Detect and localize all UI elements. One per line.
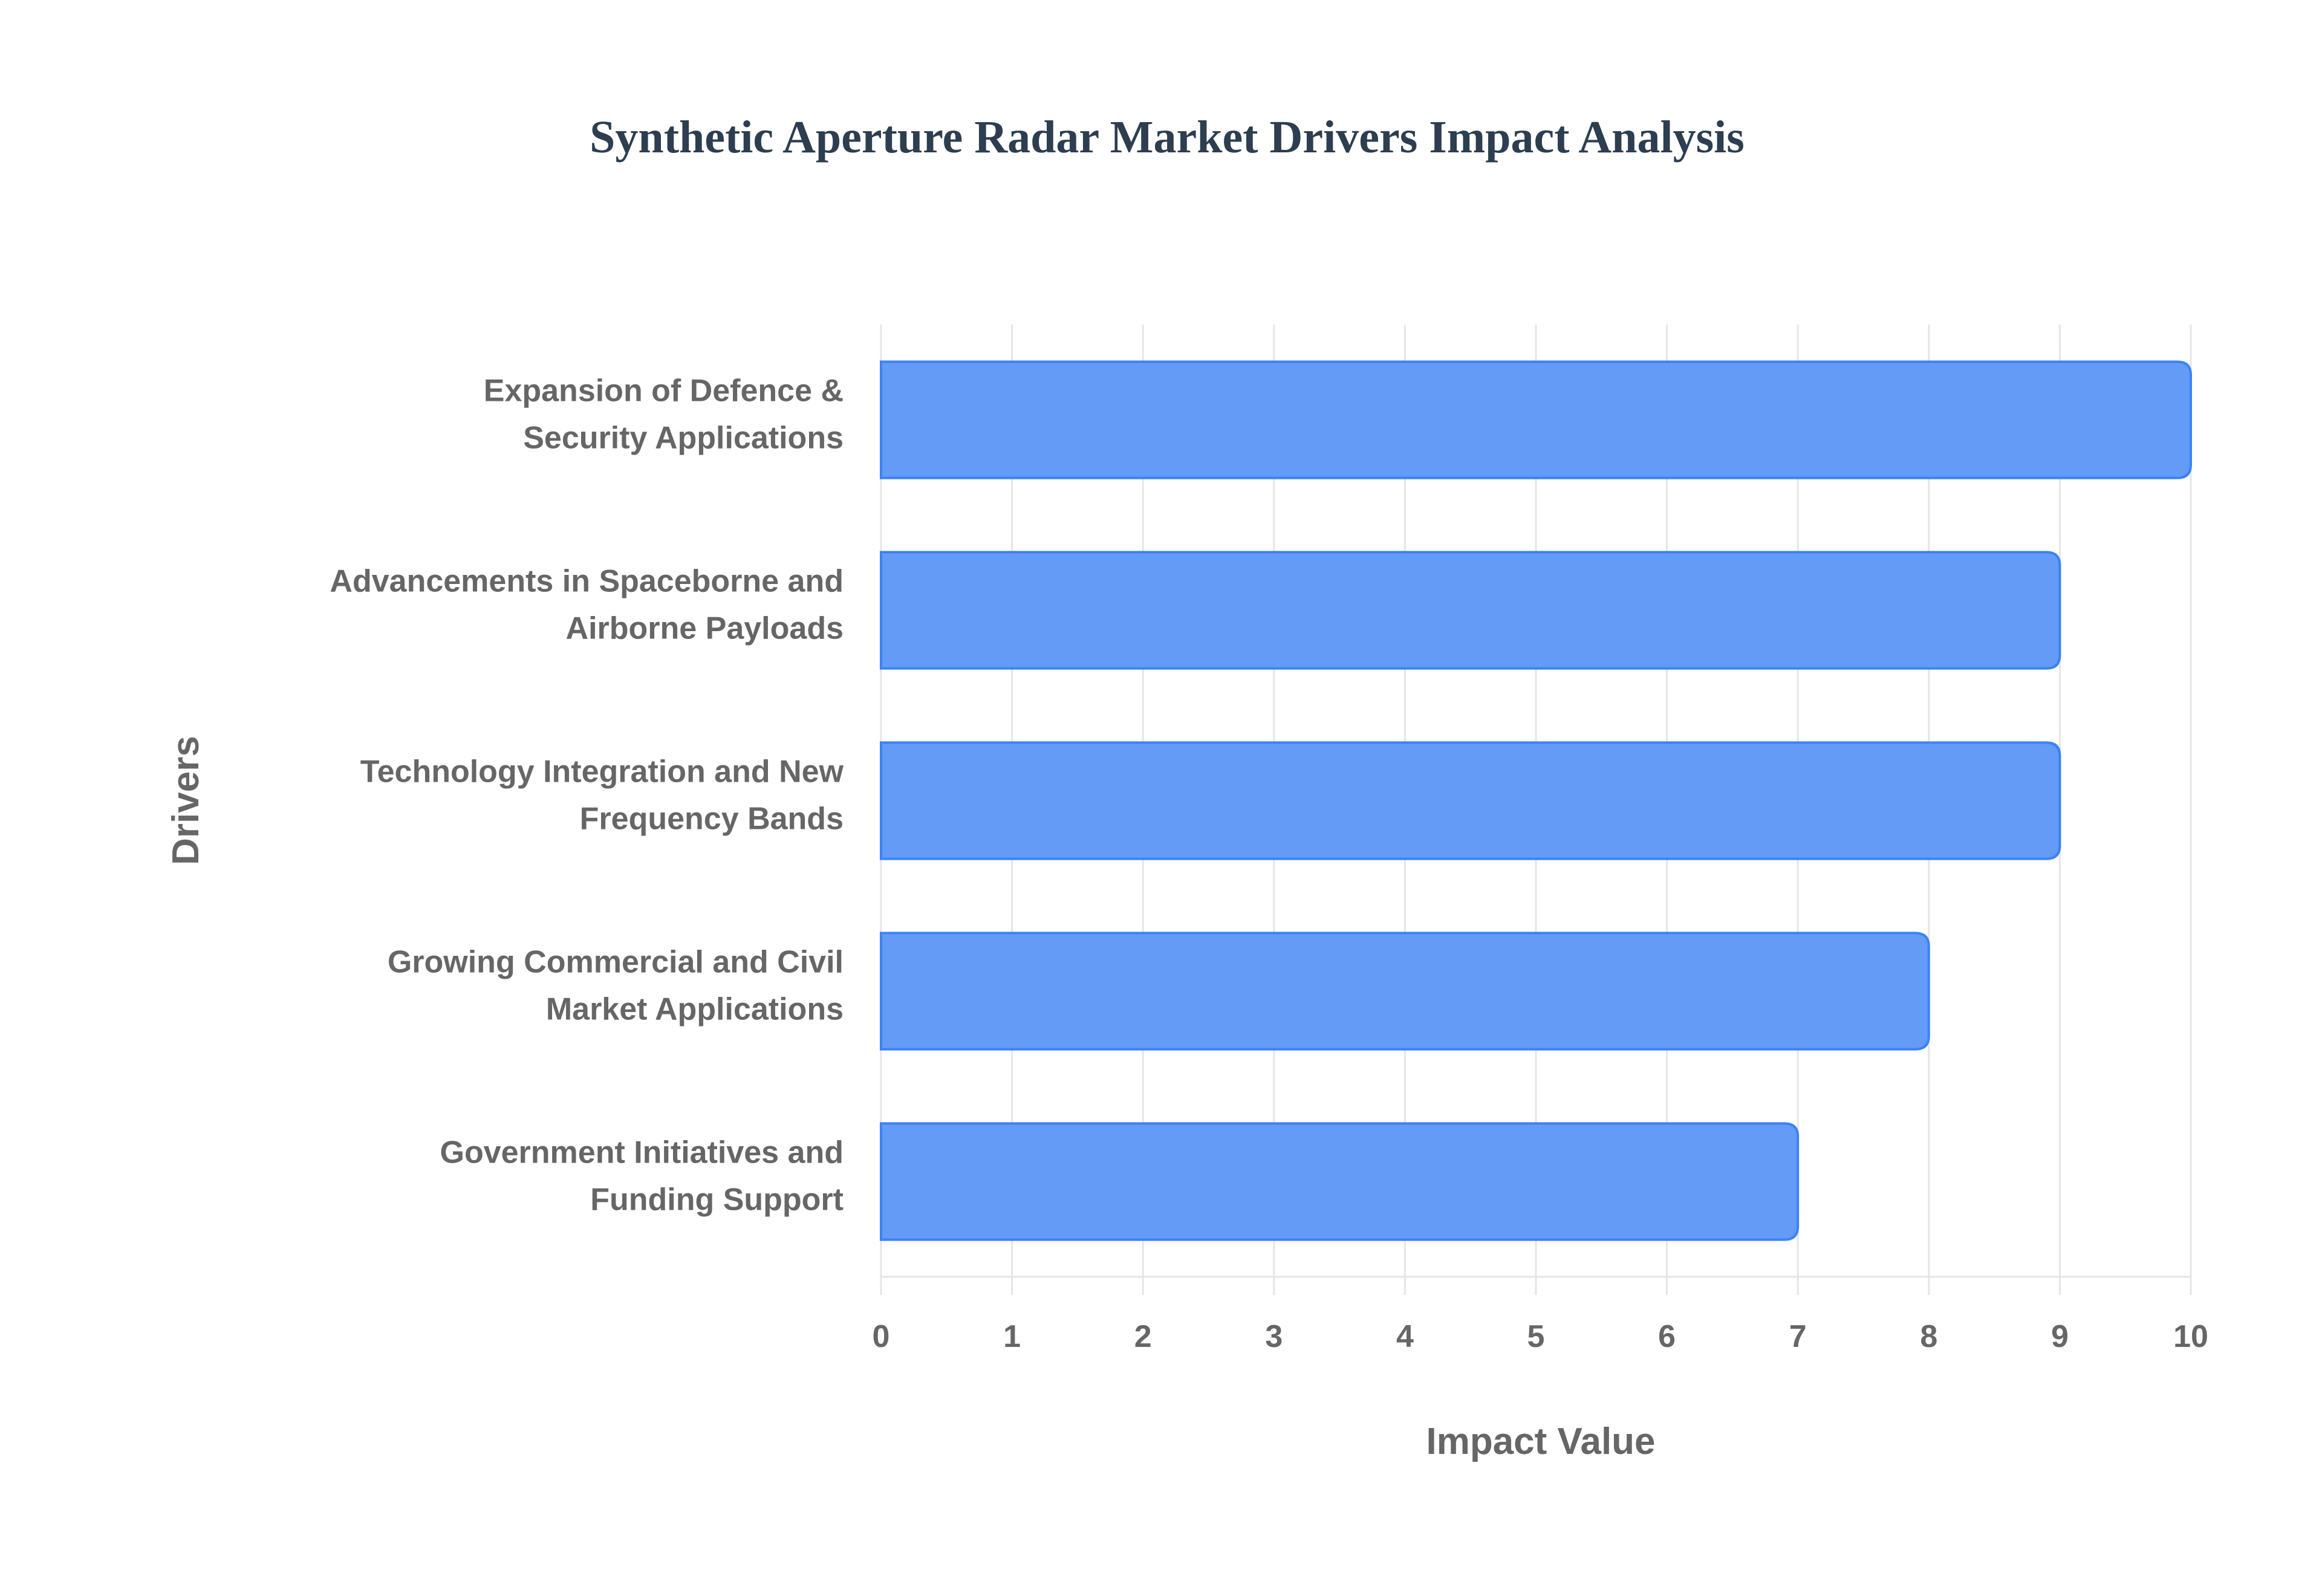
bars (880, 360, 2192, 1241)
y-tick-label: Growing Commercial and Civil Market Appli… (388, 945, 844, 1027)
x-tick-label: 9 (2051, 1319, 2069, 1354)
bar (880, 551, 2061, 670)
y-tick-label-line: Expansion of Defence & (484, 374, 844, 409)
x-tick-labels: 0 1 2 3 4 5 6 7 8 9 10 (873, 1319, 2208, 1354)
x-tick-label: 10 (2173, 1319, 2208, 1354)
y-tick-label-line: Airborne Payloads (566, 611, 844, 646)
y-tick-label-line: Technology Integration and New (360, 754, 844, 790)
chart-title: Synthetic Aperture Radar Market Drivers … (590, 112, 1745, 163)
bar (880, 932, 1930, 1051)
x-tick-label: 6 (1658, 1319, 1676, 1354)
y-tick-label-line: Government Initiatives and (440, 1135, 844, 1170)
bar (880, 360, 2192, 479)
y-tick-label-line: Funding Support (590, 1182, 844, 1218)
y-tick-label: Technology Integration and New Frequency … (360, 754, 844, 837)
x-tick-label: 2 (1134, 1319, 1152, 1354)
y-tick-label-line: Growing Commercial and Civil (388, 945, 844, 980)
x-tick-label: 8 (1920, 1319, 1937, 1354)
y-tick-label-line: Market Applications (546, 992, 844, 1027)
x-tick-label: 1 (1003, 1319, 1021, 1354)
y-tick-label-line: Security Applications (523, 421, 844, 456)
y-tick-label: Expansion of Defence & Security Applicati… (484, 374, 844, 456)
x-tick-label: 7 (1789, 1319, 1807, 1354)
bar (880, 1122, 1800, 1241)
y-axis-label: Drivers (165, 736, 207, 865)
y-tick-label-line: Frequency Bands (580, 802, 844, 837)
x-tick-label: 3 (1265, 1319, 1283, 1354)
x-tick-label: 0 (873, 1319, 890, 1354)
x-tick-label: 4 (1396, 1319, 1414, 1354)
y-tick-labels: Expansion of Defence & Security Applicati… (330, 374, 844, 1218)
x-axis-label: Impact Value (1426, 1421, 1655, 1462)
x-tick-label: 5 (1527, 1319, 1545, 1354)
y-tick-label: Government Initiatives and Funding Suppor… (440, 1135, 844, 1218)
y-tick-label: Advancements in Spaceborne and Airborne P… (330, 564, 844, 646)
bar (880, 741, 2061, 860)
y-tick-label-line: Advancements in Spaceborne and (330, 564, 844, 599)
